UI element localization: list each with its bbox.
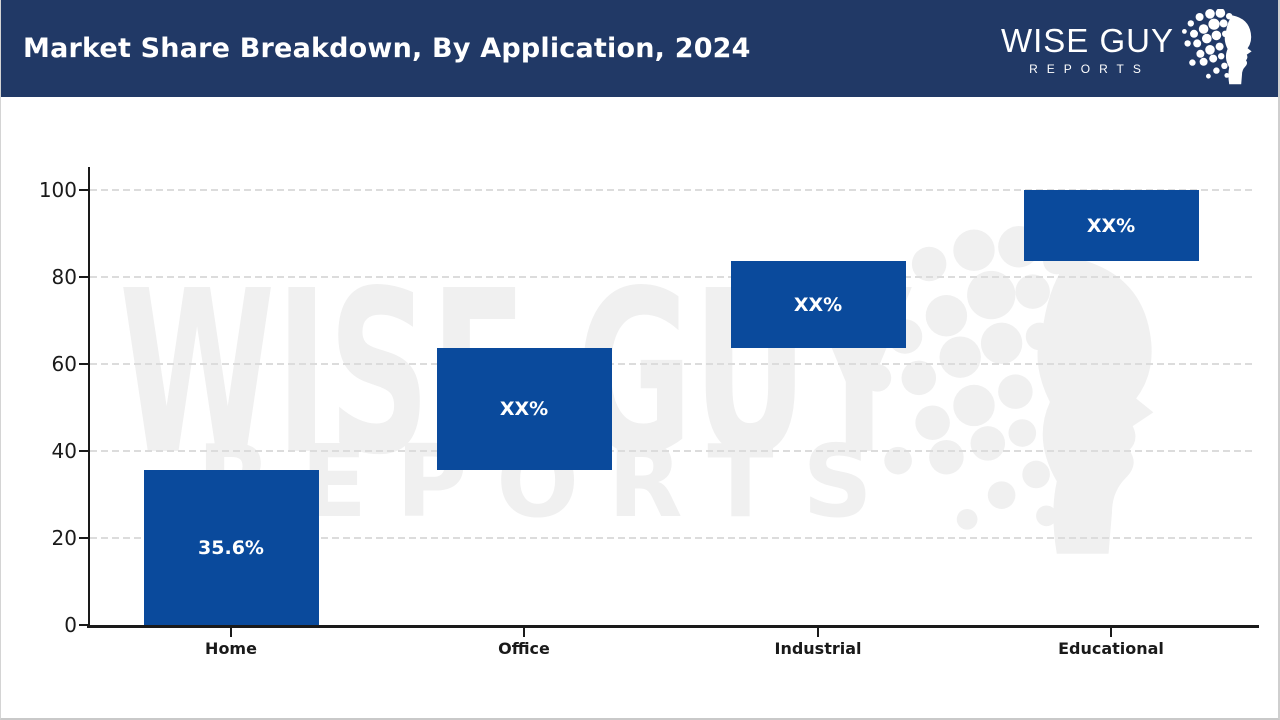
- y-tick-mark: [79, 624, 89, 626]
- header-bar: Market Share Breakdown, By Application, …: [1, 0, 1278, 97]
- gridline: [90, 363, 1253, 365]
- x-category-label: Educational: [1058, 639, 1164, 658]
- bar-value-label: XX%: [1086, 214, 1136, 237]
- x-tick-mark: [230, 628, 232, 637]
- bar-value-label: XX%: [499, 398, 549, 421]
- bar: XX%: [436, 348, 612, 471]
- gridline: [90, 189, 1253, 191]
- bar-value-label: XX%: [793, 293, 843, 316]
- y-tick-mark: [79, 276, 89, 278]
- y-tick-mark: [79, 537, 89, 539]
- y-tick-mark: [79, 189, 89, 191]
- bar: XX%: [730, 261, 906, 349]
- bar: 35.6%: [143, 470, 319, 625]
- x-axis: [87, 625, 1259, 628]
- x-tick-mark: [523, 628, 525, 637]
- x-category-label: Home: [205, 639, 257, 658]
- x-category-label: Industrial: [774, 639, 862, 658]
- logo-wordmark: WISE GUY: [1000, 21, 1174, 59]
- y-axis: [88, 167, 90, 627]
- y-tick-label: 60: [51, 352, 77, 376]
- logo-text: WISE GUY REPORTS: [1001, 24, 1174, 75]
- y-tick-label: 20: [51, 526, 77, 550]
- y-tick-label: 100: [38, 178, 77, 202]
- bar-value-label: 35.6%: [198, 536, 264, 559]
- bar: XX%: [1023, 190, 1199, 262]
- x-tick-mark: [817, 628, 819, 637]
- logo-subtitle: REPORTS: [1029, 61, 1150, 76]
- y-tick-mark: [79, 450, 89, 452]
- y-tick-label: 40: [51, 439, 77, 463]
- x-category-label: Office: [498, 639, 550, 658]
- y-tick-label: 80: [51, 265, 77, 289]
- y-tick-mark: [79, 363, 89, 365]
- gridline: [90, 450, 1253, 452]
- y-tick-label: 0: [64, 613, 77, 637]
- gridline: [90, 276, 1253, 278]
- x-tick-mark: [1110, 628, 1112, 637]
- wiseguy-logo: WISE GUY REPORTS: [1001, 8, 1260, 90]
- chart-title: Market Share Breakdown, By Application, …: [23, 33, 751, 64]
- gridline: [90, 537, 1253, 539]
